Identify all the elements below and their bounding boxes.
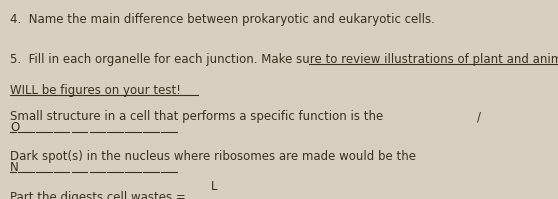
Text: 4.  Name the main difference between prokaryotic and eukaryotic cells.: 4. Name the main difference between prok… xyxy=(10,13,435,26)
Text: WILL be figures on your test!: WILL be figures on your test! xyxy=(10,84,181,97)
Text: Part the digests cell wastes =: Part the digests cell wastes = xyxy=(10,191,190,199)
Text: /: / xyxy=(477,110,481,123)
Text: Dark spot(s) in the nucleus where ribosomes are made would be the: Dark spot(s) in the nucleus where riboso… xyxy=(10,150,416,163)
Text: Small structure in a cell that performs a specific function is the: Small structure in a cell that performs … xyxy=(10,110,383,123)
Text: 5.  Fill in each organelle for each junction. Make sure to review illustrations : 5. Fill in each organelle for each junct… xyxy=(10,53,558,66)
Text: O: O xyxy=(10,121,20,134)
Text: N: N xyxy=(10,161,19,174)
Text: L: L xyxy=(211,180,218,193)
